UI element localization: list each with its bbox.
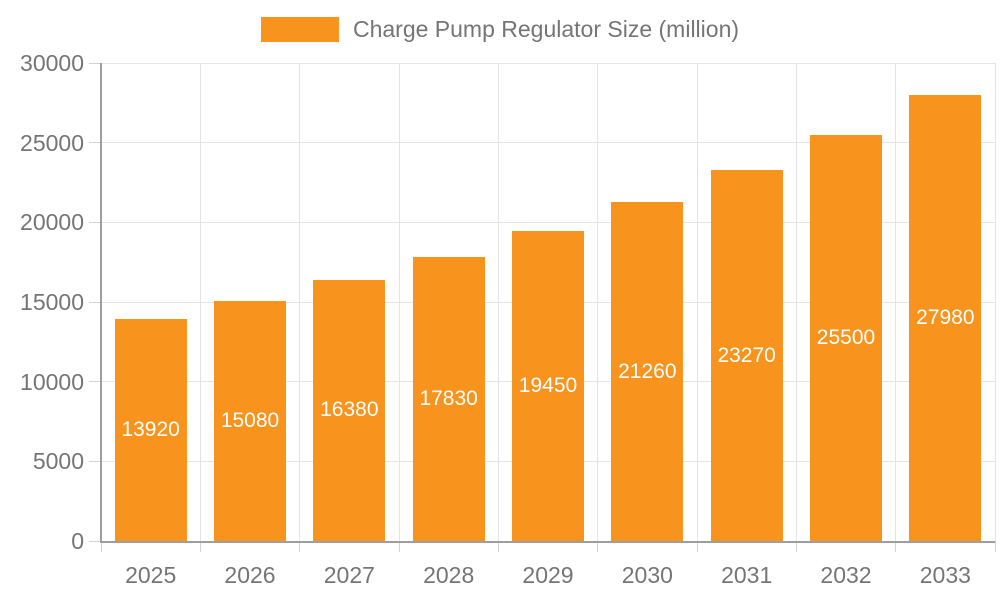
y-axis-label: 0 — [71, 528, 84, 554]
y-axis-label: 20000 — [20, 209, 84, 236]
grid-line-vertical — [994, 63, 996, 541]
x-axis-tick — [597, 541, 599, 552]
y-axis-tick — [89, 540, 101, 542]
x-axis-label-2029: 2029 — [522, 562, 574, 588]
x-axis-tick — [299, 541, 301, 552]
y-axis-line — [100, 63, 102, 541]
bar-value-label: 21260 — [618, 359, 677, 383]
legend-label: Charge Pump Regulator Size (million) — [352, 15, 740, 42]
bar-2027[interactable]: 16380 — [313, 280, 386, 541]
grid-line-vertical — [795, 63, 797, 541]
x-axis-tick — [199, 541, 201, 552]
y-axis-label: 15000 — [20, 289, 84, 315]
bar-2029[interactable]: 19450 — [512, 231, 584, 541]
y-axis-tick — [89, 381, 101, 383]
bar-2028[interactable]: 17830 — [412, 256, 485, 541]
x-axis-tick — [994, 541, 996, 552]
grid-line-horizontal — [101, 62, 995, 64]
bar-2025[interactable]: 13920 — [114, 319, 187, 541]
y-axis-tick — [89, 62, 101, 64]
legend-swatch — [260, 16, 339, 42]
grid-line-vertical — [597, 63, 599, 541]
grid-line-vertical — [299, 63, 301, 541]
bar-value-label: 16380 — [320, 398, 379, 422]
x-axis-label-2026: 2026 — [224, 562, 276, 588]
y-axis-tick — [89, 460, 101, 462]
y-axis-tick — [89, 221, 101, 223]
x-axis-label-2032: 2032 — [820, 562, 872, 588]
x-axis-label-2033: 2033 — [919, 562, 971, 588]
grid-line-horizontal — [101, 142, 995, 144]
x-axis-label-2027: 2027 — [323, 562, 375, 588]
grid-line-vertical — [696, 63, 698, 541]
legend[interactable]: Charge Pump Regulator Size (million) — [0, 15, 1000, 43]
bar-value-label: 23270 — [717, 343, 776, 367]
bar-value-label: 13920 — [121, 418, 180, 442]
bar-2033[interactable]: 27980 — [909, 95, 982, 541]
x-axis-tick — [497, 541, 499, 552]
x-axis-line — [100, 541, 995, 543]
grid-line-vertical — [497, 63, 499, 541]
y-axis-tick — [89, 301, 101, 303]
x-axis-tick — [895, 541, 897, 552]
y-axis-label: 25000 — [20, 129, 84, 156]
y-axis-label: 10000 — [20, 368, 84, 395]
bar-value-label: 27980 — [916, 306, 975, 330]
bar-2032[interactable]: 25500 — [810, 134, 882, 541]
y-axis-tick — [89, 142, 101, 144]
x-axis-label-2028: 2028 — [423, 562, 475, 588]
bar-value-label: 15080 — [220, 408, 280, 432]
bar-value-label: 25500 — [816, 325, 876, 349]
x-axis-tick — [696, 541, 698, 552]
grid-line-horizontal — [101, 221, 995, 223]
y-axis-label: 30000 — [20, 50, 84, 76]
grid-line-vertical — [199, 63, 201, 541]
x-axis-label-2030: 2030 — [621, 562, 673, 588]
x-axis-tick — [398, 541, 400, 552]
x-axis-label-2025: 2025 — [125, 562, 177, 588]
x-axis-tick — [795, 541, 797, 552]
bar-2026[interactable]: 15080 — [214, 300, 286, 541]
grid-line-vertical — [895, 63, 897, 541]
grid-line-vertical — [398, 63, 400, 541]
y-axis-label: 5000 — [32, 448, 84, 475]
bar-2030[interactable]: 21260 — [611, 202, 684, 541]
x-axis-label-2031: 2031 — [721, 562, 773, 588]
x-axis-tick — [100, 541, 102, 552]
bar-2031[interactable]: 23270 — [710, 170, 783, 541]
bar-value-label: 17830 — [419, 386, 478, 410]
bar-value-label: 19450 — [518, 374, 578, 398]
